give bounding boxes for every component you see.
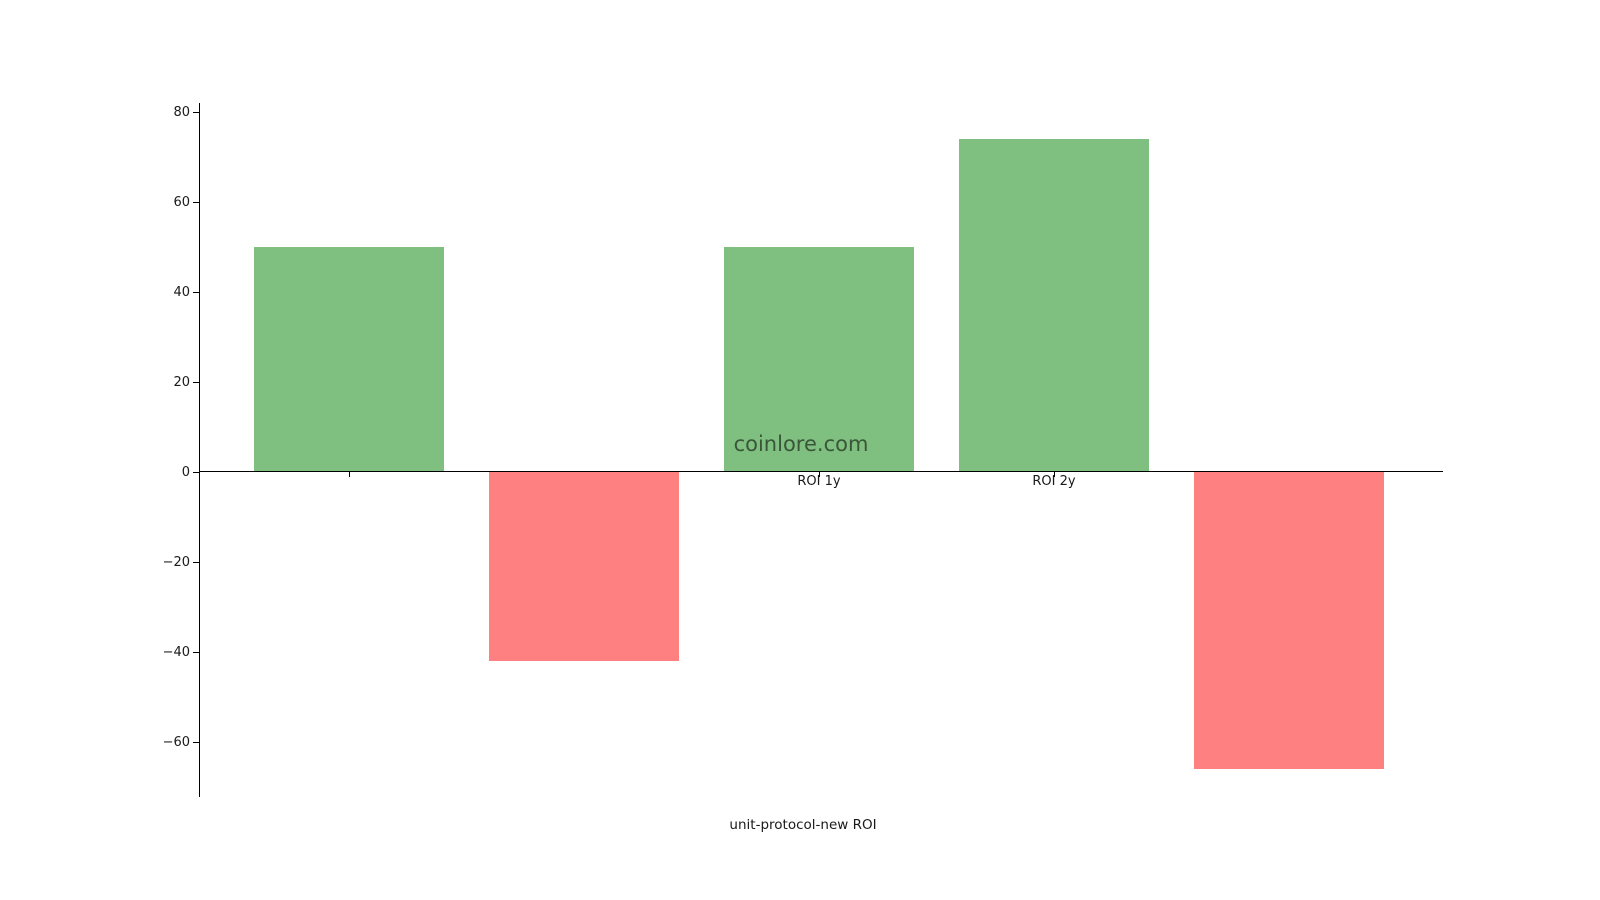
y-tick-mark <box>193 202 200 203</box>
y-tick-label: 20 <box>173 375 190 390</box>
x-tick-label: ROI 1y <box>797 474 841 489</box>
y-tick-mark <box>193 562 200 563</box>
x-axis-line <box>199 471 1443 472</box>
y-tick-mark <box>193 652 200 653</box>
bar-roi-2y <box>959 139 1149 472</box>
y-tick-mark <box>193 112 200 113</box>
y-tick-label: −60 <box>162 735 190 750</box>
bar-value-4 <box>1194 472 1384 769</box>
x-tick-label: ROI 2y <box>1032 474 1076 489</box>
x-tick-mark <box>349 472 350 477</box>
y-tick-label: 40 <box>173 285 190 300</box>
bar-roi-1y <box>724 247 914 472</box>
x-tick-mark <box>819 472 820 477</box>
bar-value-0 <box>254 247 444 472</box>
watermark-text: coinlore.com <box>733 432 869 456</box>
chart-title: unit-protocol-new ROI <box>729 817 877 833</box>
y-tick-mark <box>193 292 200 293</box>
y-tick-mark <box>193 742 200 743</box>
y-tick-mark <box>193 382 200 383</box>
x-tick-mark <box>1054 472 1055 477</box>
y-tick-mark <box>193 472 200 473</box>
y-tick-label: 0 <box>181 465 190 480</box>
y-tick-label: 60 <box>173 195 190 210</box>
y-tick-label: −20 <box>162 555 190 570</box>
bar-value-1 <box>489 472 679 661</box>
y-axis-line <box>199 103 200 797</box>
y-tick-label: 80 <box>173 105 190 120</box>
y-tick-label: −40 <box>162 645 190 660</box>
